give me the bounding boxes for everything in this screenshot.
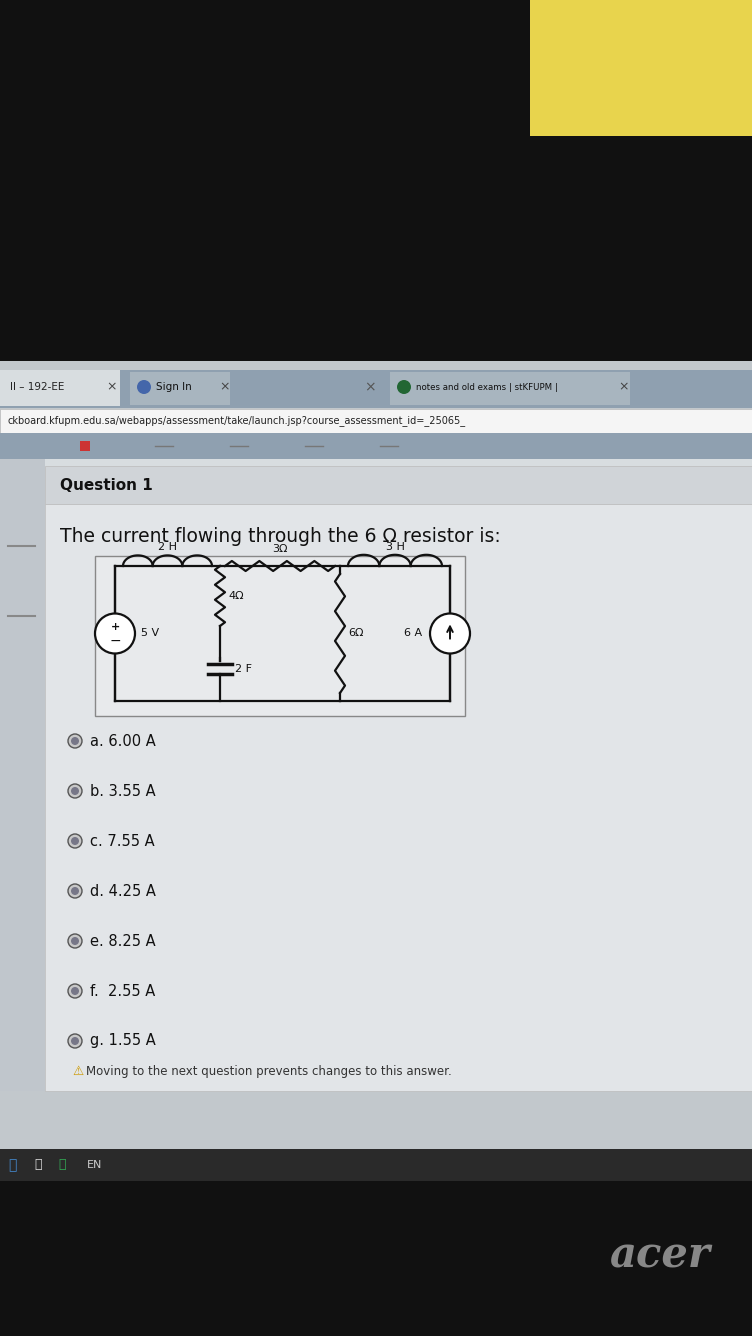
Text: ×: × — [619, 381, 629, 394]
Text: ×: × — [364, 379, 376, 394]
FancyBboxPatch shape — [0, 370, 752, 407]
Circle shape — [71, 1037, 79, 1045]
Circle shape — [71, 887, 79, 895]
FancyBboxPatch shape — [0, 1181, 752, 1336]
Text: II – 192-EE: II – 192-EE — [10, 382, 65, 391]
Text: −: − — [109, 633, 121, 648]
Text: acer: acer — [610, 1234, 711, 1277]
Text: 2 H: 2 H — [158, 542, 177, 552]
Text: d. 4.25 A: d. 4.25 A — [90, 883, 156, 899]
FancyBboxPatch shape — [0, 460, 752, 1092]
Text: 🗂: 🗂 — [8, 1158, 17, 1172]
Circle shape — [71, 737, 79, 745]
Text: Sign In: Sign In — [156, 382, 192, 391]
Text: e. 8.25 A: e. 8.25 A — [90, 934, 156, 949]
Circle shape — [68, 1034, 82, 1047]
Circle shape — [71, 787, 79, 795]
FancyBboxPatch shape — [130, 371, 230, 405]
Circle shape — [71, 987, 79, 995]
Circle shape — [68, 733, 82, 748]
Text: 📋: 📋 — [35, 1158, 42, 1172]
Circle shape — [397, 379, 411, 394]
FancyBboxPatch shape — [45, 466, 752, 504]
Circle shape — [430, 613, 470, 653]
Text: EN: EN — [87, 1160, 103, 1170]
Text: ×: × — [107, 381, 117, 394]
FancyBboxPatch shape — [45, 504, 752, 1092]
FancyBboxPatch shape — [95, 556, 465, 716]
Text: ckboard.kfupm.edu.sa/webapps/assessment/take/launch.jsp?course_assessment_id=_25: ckboard.kfupm.edu.sa/webapps/assessment/… — [8, 415, 466, 426]
Text: ⚠: ⚠ — [72, 1065, 83, 1078]
Text: +: + — [111, 621, 120, 632]
Text: 🌀: 🌀 — [58, 1158, 65, 1172]
FancyBboxPatch shape — [0, 460, 45, 1092]
Circle shape — [71, 937, 79, 945]
Text: f.  2.55 A: f. 2.55 A — [90, 983, 155, 998]
Text: Question 1: Question 1 — [60, 477, 153, 493]
Circle shape — [95, 613, 135, 653]
FancyBboxPatch shape — [0, 0, 752, 361]
Text: 5 V: 5 V — [141, 628, 159, 639]
Text: The current flowing through the 6 Ω resistor is:: The current flowing through the 6 Ω resi… — [60, 526, 501, 545]
Text: 3Ω: 3Ω — [272, 544, 288, 554]
Circle shape — [137, 379, 151, 394]
Text: 6 A: 6 A — [404, 628, 422, 639]
Text: c. 7.55 A: c. 7.55 A — [90, 834, 155, 848]
FancyBboxPatch shape — [0, 1149, 752, 1181]
Text: b. 3.55 A: b. 3.55 A — [90, 783, 156, 799]
FancyBboxPatch shape — [0, 409, 752, 433]
Circle shape — [68, 985, 82, 998]
Text: 4Ω: 4Ω — [228, 591, 244, 601]
FancyBboxPatch shape — [0, 433, 752, 460]
Text: notes and old exams | stKFUPM |: notes and old exams | stKFUPM | — [416, 382, 558, 391]
Circle shape — [68, 934, 82, 949]
Circle shape — [71, 836, 79, 844]
Circle shape — [68, 784, 82, 798]
Text: ×: × — [220, 381, 230, 394]
Text: g. 1.55 A: g. 1.55 A — [90, 1034, 156, 1049]
Text: a. 6.00 A: a. 6.00 A — [90, 733, 156, 748]
FancyBboxPatch shape — [80, 441, 90, 452]
FancyBboxPatch shape — [0, 361, 752, 1181]
Text: 2 F: 2 F — [235, 664, 252, 673]
Circle shape — [68, 834, 82, 848]
Text: 6Ω: 6Ω — [348, 628, 363, 639]
Text: 3 H: 3 H — [386, 542, 405, 552]
Text: Moving to the next question prevents changes to this answer.: Moving to the next question prevents cha… — [86, 1065, 452, 1078]
Circle shape — [68, 884, 82, 898]
FancyBboxPatch shape — [390, 371, 630, 405]
FancyBboxPatch shape — [530, 0, 752, 136]
FancyBboxPatch shape — [0, 370, 120, 406]
FancyBboxPatch shape — [530, 0, 752, 116]
